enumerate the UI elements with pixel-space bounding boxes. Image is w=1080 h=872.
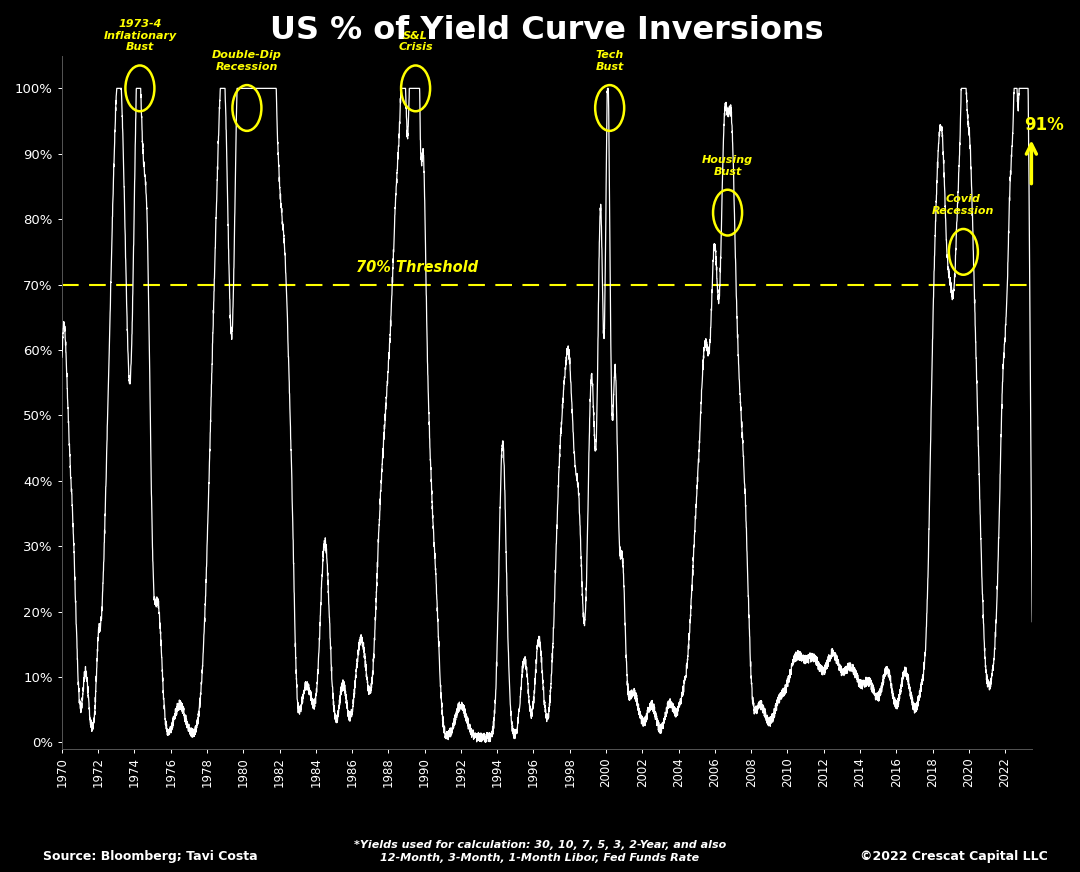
- Text: Tech
Bust: Tech Bust: [595, 51, 624, 72]
- Text: Housing
Bust: Housing Bust: [702, 155, 753, 177]
- Text: Double-Dip
Recession: Double-Dip Recession: [212, 51, 282, 72]
- Text: 1973-4
Inflationary
Bust: 1973-4 Inflationary Bust: [104, 19, 176, 52]
- Text: Covid
Recession: Covid Recession: [932, 194, 995, 216]
- Text: S&L
Crisis: S&L Crisis: [399, 31, 433, 52]
- Text: Source: Bloomberg; Tavi Costa: Source: Bloomberg; Tavi Costa: [43, 850, 258, 863]
- Text: 91%: 91%: [1024, 116, 1064, 134]
- Text: 70% Threshold: 70% Threshold: [355, 260, 477, 275]
- Title: US % of Yield Curve Inversions: US % of Yield Curve Inversions: [270, 15, 824, 46]
- Text: ©2022 Crescat Capital LLC: ©2022 Crescat Capital LLC: [860, 850, 1048, 863]
- Text: *Yields used for calculation: 30, 10, 7, 5, 3, 2-Year, and also
12-Month, 3-Mont: *Yields used for calculation: 30, 10, 7,…: [354, 840, 726, 863]
